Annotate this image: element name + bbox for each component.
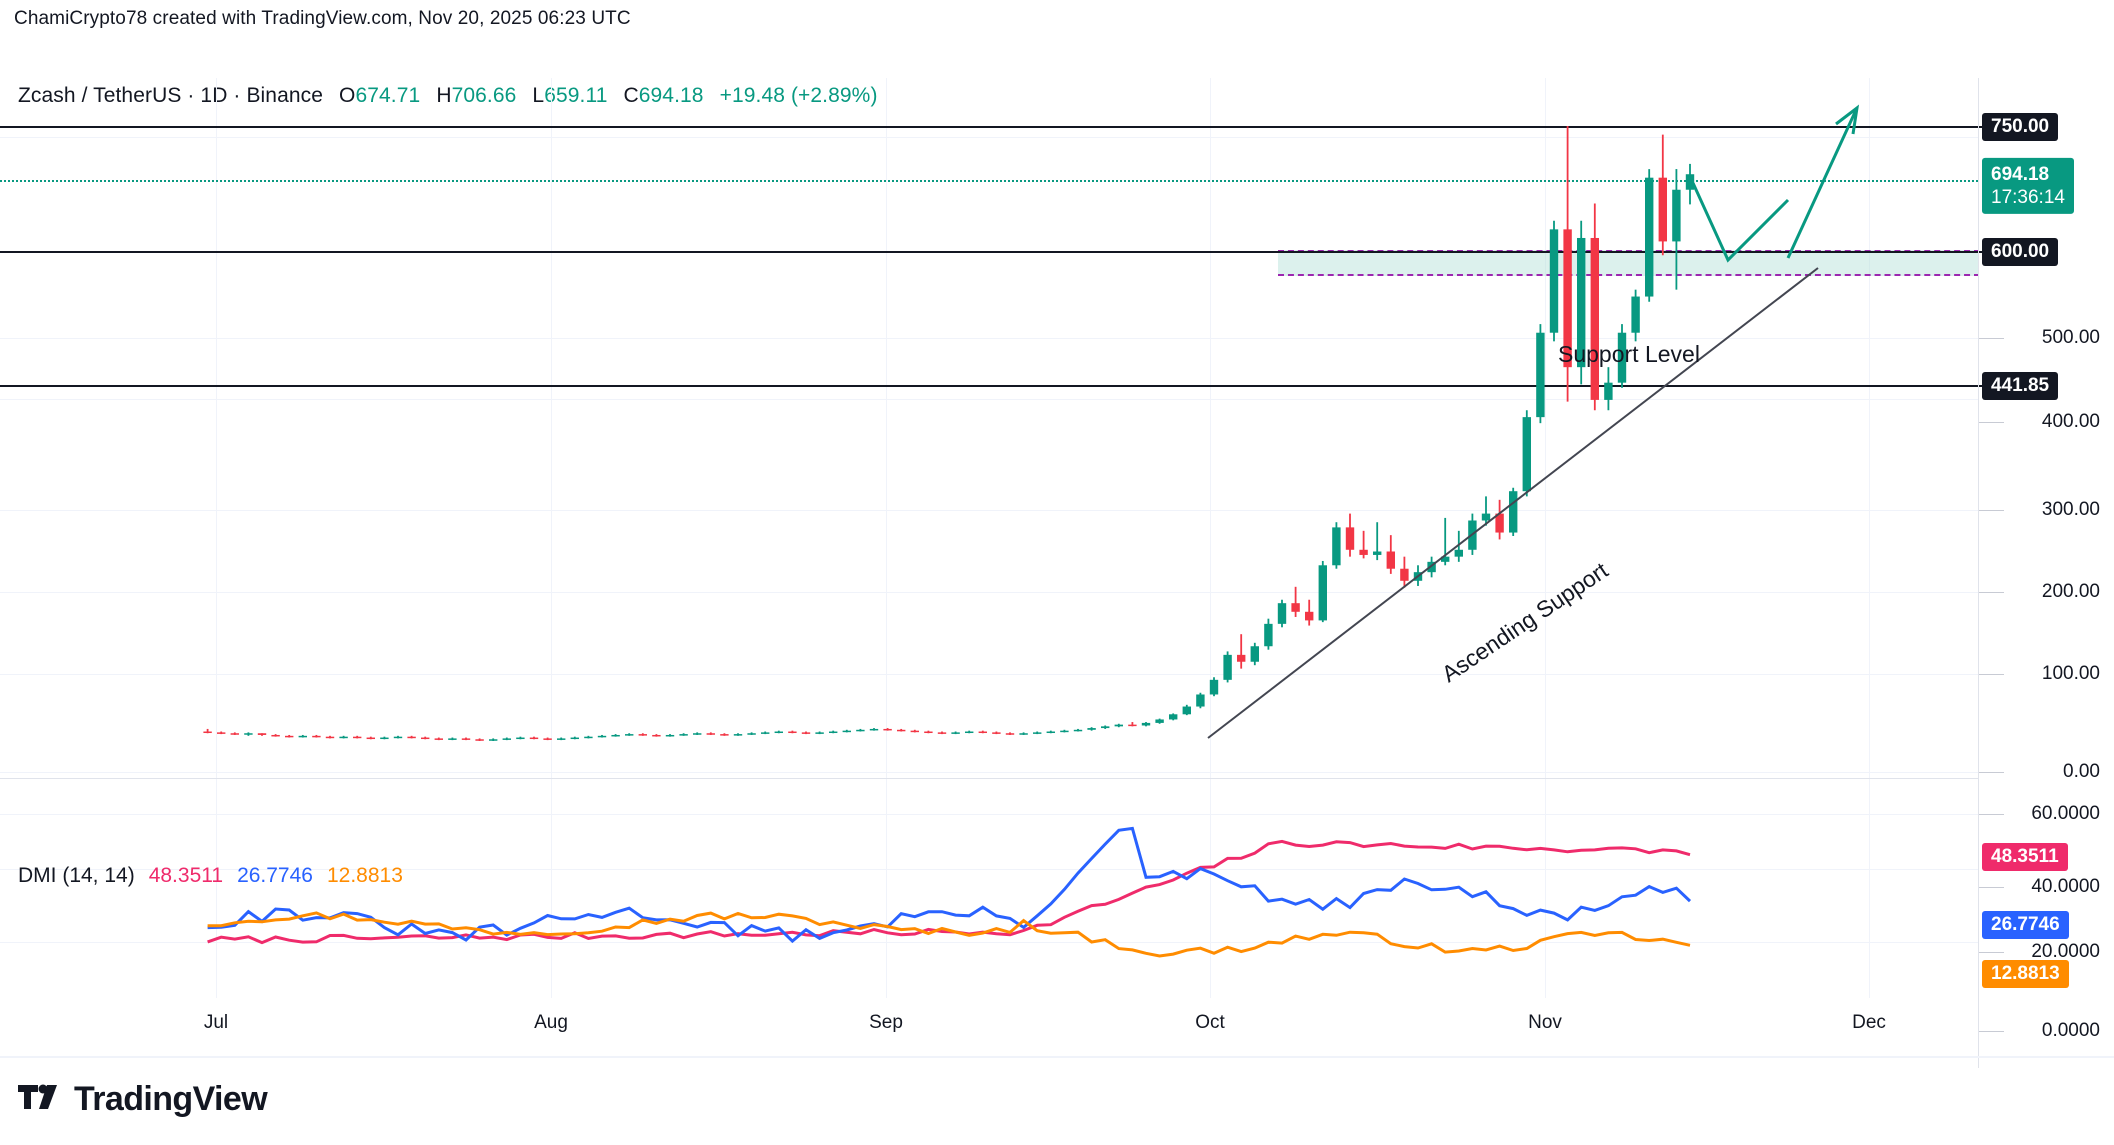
dmi-di-minus-value: 12.8813 <box>326 864 403 887</box>
dmi-title-label: DMI (14, 14) <box>18 864 135 887</box>
price-axis-label: 100.00 <box>2041 663 2100 684</box>
price-tag-600: 600.00 <box>1982 238 2059 266</box>
dmi-axis-label: 40.0000 <box>2031 876 2100 897</box>
axis-tick-mark <box>1978 510 2004 511</box>
dmi-indicator-series <box>207 826 1692 958</box>
gridline-vertical <box>1869 78 1870 998</box>
axis-separator <box>1978 78 1979 1068</box>
dmi-di-minus-tag: 12.8813 <box>1982 960 2069 988</box>
axis-tick-mark <box>1978 952 2004 953</box>
time-axis[interactable]: Jul Aug Sep Oct Nov Dec <box>0 1000 2114 1056</box>
legend-bar: Zcash / TetherUS · 1D · Binance O674.71 H7… <box>0 38 2114 117</box>
axis-tick-mark <box>1978 814 2004 815</box>
legend-separator-2: · <box>227 84 247 107</box>
price-axis-label: 300.00 <box>2041 499 2100 520</box>
price-candlestick-series <box>203 104 1860 741</box>
close-value: 694.18 <box>638 84 704 107</box>
gridline-vertical <box>551 78 552 998</box>
price-axis[interactable]: 750.00 694.18 17:36:14 600.00 500.00 441… <box>1978 78 2114 1041</box>
support-level-annotation[interactable]: Support Level <box>1558 341 1700 367</box>
gridline-horizontal <box>0 869 1978 870</box>
dmi-legend[interactable]: DMI (14, 14) 48.3511 26.7746 12.8813 <box>18 864 403 888</box>
axis-tick-mark <box>1978 887 2004 888</box>
gridline-horizontal <box>0 772 1978 773</box>
gridline-horizontal <box>0 942 1978 943</box>
gridline-horizontal <box>0 338 1978 339</box>
dmi-adx-value: 48.3511 <box>148 864 224 887</box>
change-value: +19.48 (+2.89%) <box>719 84 878 107</box>
ascending-support-trendline <box>1207 267 1819 739</box>
last-price-tag: 694.18 17:36:14 <box>1982 157 2074 215</box>
support-line-441[interactable] <box>0 385 1978 387</box>
price-tag-441: 441.85 <box>1982 372 2059 400</box>
high-label: H <box>436 84 452 107</box>
projection-path <box>1691 182 1790 263</box>
interval-label[interactable]: 1D <box>200 84 228 107</box>
axis-tick-mark <box>1978 1031 2004 1032</box>
time-axis-label: Aug <box>534 1012 568 1033</box>
dmi-adx-tag: 48.3511 <box>1982 843 2068 871</box>
gridline-vertical <box>886 78 887 998</box>
last-price-value: 694.18 <box>1991 163 2050 185</box>
axis-tick-mark <box>1978 592 2004 593</box>
gridline-horizontal <box>0 674 1978 675</box>
support-line-600[interactable] <box>0 251 1978 253</box>
gridline-vertical <box>216 78 217 998</box>
di-plus-line <box>207 826 1692 944</box>
exchange-label[interactable]: Binance <box>246 84 324 107</box>
legend-separator-1: · <box>181 84 201 107</box>
price-axis-label: 500.00 <box>2041 327 2100 348</box>
dmi-axis-label: 0.0000 <box>2041 1020 2100 1041</box>
tradingview-mark-icon <box>18 1083 64 1117</box>
price-axis-label: 400.00 <box>2041 411 2100 432</box>
dmi-axis-label: 60.0000 <box>2031 803 2100 824</box>
high-value: 706.66 <box>451 84 517 107</box>
dmi-axis-label: 20.0000 <box>2031 941 2100 962</box>
gridline-vertical <box>1545 78 1546 998</box>
price-axis-label: 0.00 <box>2063 761 2100 782</box>
gridline-horizontal <box>0 592 1978 593</box>
price-axis-label: 200.00 <box>2041 581 2100 602</box>
dmi-di-plus-value: 26.7746 <box>237 864 313 887</box>
price-tag-750: 750.00 <box>1982 113 2059 141</box>
low-label: L <box>532 84 545 107</box>
di-minus-line <box>207 911 1691 958</box>
time-axis-label: Oct <box>1195 1012 1225 1033</box>
close-label: C <box>623 84 639 107</box>
time-axis-separator <box>0 1056 2114 1058</box>
pane-separator[interactable] <box>0 778 2114 779</box>
last-price-line <box>0 180 1978 182</box>
low-value: 659.11 <box>544 84 608 107</box>
axis-tick-mark <box>1978 674 2004 675</box>
gridline-horizontal <box>0 814 1978 815</box>
dmi-di-plus-tag: 26.7746 <box>1982 911 2069 939</box>
resistance-line-750[interactable] <box>0 126 1978 128</box>
projection-arrow-line <box>1786 109 1858 259</box>
gridline-horizontal <box>0 399 1978 400</box>
open-value: 674.71 <box>355 84 421 107</box>
open-label: O <box>339 84 356 107</box>
gridline-vertical <box>1210 78 1211 998</box>
axis-tick-mark <box>1978 772 2004 773</box>
axis-tick-mark <box>1978 338 2004 339</box>
attribution-text: ChamiCrypto78 created with TradingView.c… <box>14 8 631 29</box>
gridline-horizontal <box>0 510 1978 511</box>
time-axis-label: Jul <box>203 1012 229 1033</box>
symbol-name[interactable]: Zcash / TetherUS <box>18 84 182 107</box>
time-axis-label: Nov <box>1528 1012 1562 1033</box>
time-axis-label: Sep <box>869 1012 903 1033</box>
bar-countdown: 17:36:14 <box>1991 187 2065 208</box>
tradingview-logo: TradingView <box>18 1080 268 1119</box>
chart-panes[interactable]: Support Level Ascending Support <box>0 78 1978 998</box>
symbol-legend[interactable]: Zcash / TetherUS · 1D · Binance O674.71 H7… <box>18 84 878 108</box>
gridline-horizontal <box>0 137 1978 138</box>
axis-tick-mark <box>1978 422 2004 423</box>
time-axis-label: Dec <box>1852 1012 1886 1033</box>
projection-arrow-head <box>1835 104 1860 135</box>
tradingview-wordmark: TradingView <box>74 1080 268 1118</box>
chart-frame: Support Level Ascending Support DMI (14,… <box>0 78 2114 1068</box>
